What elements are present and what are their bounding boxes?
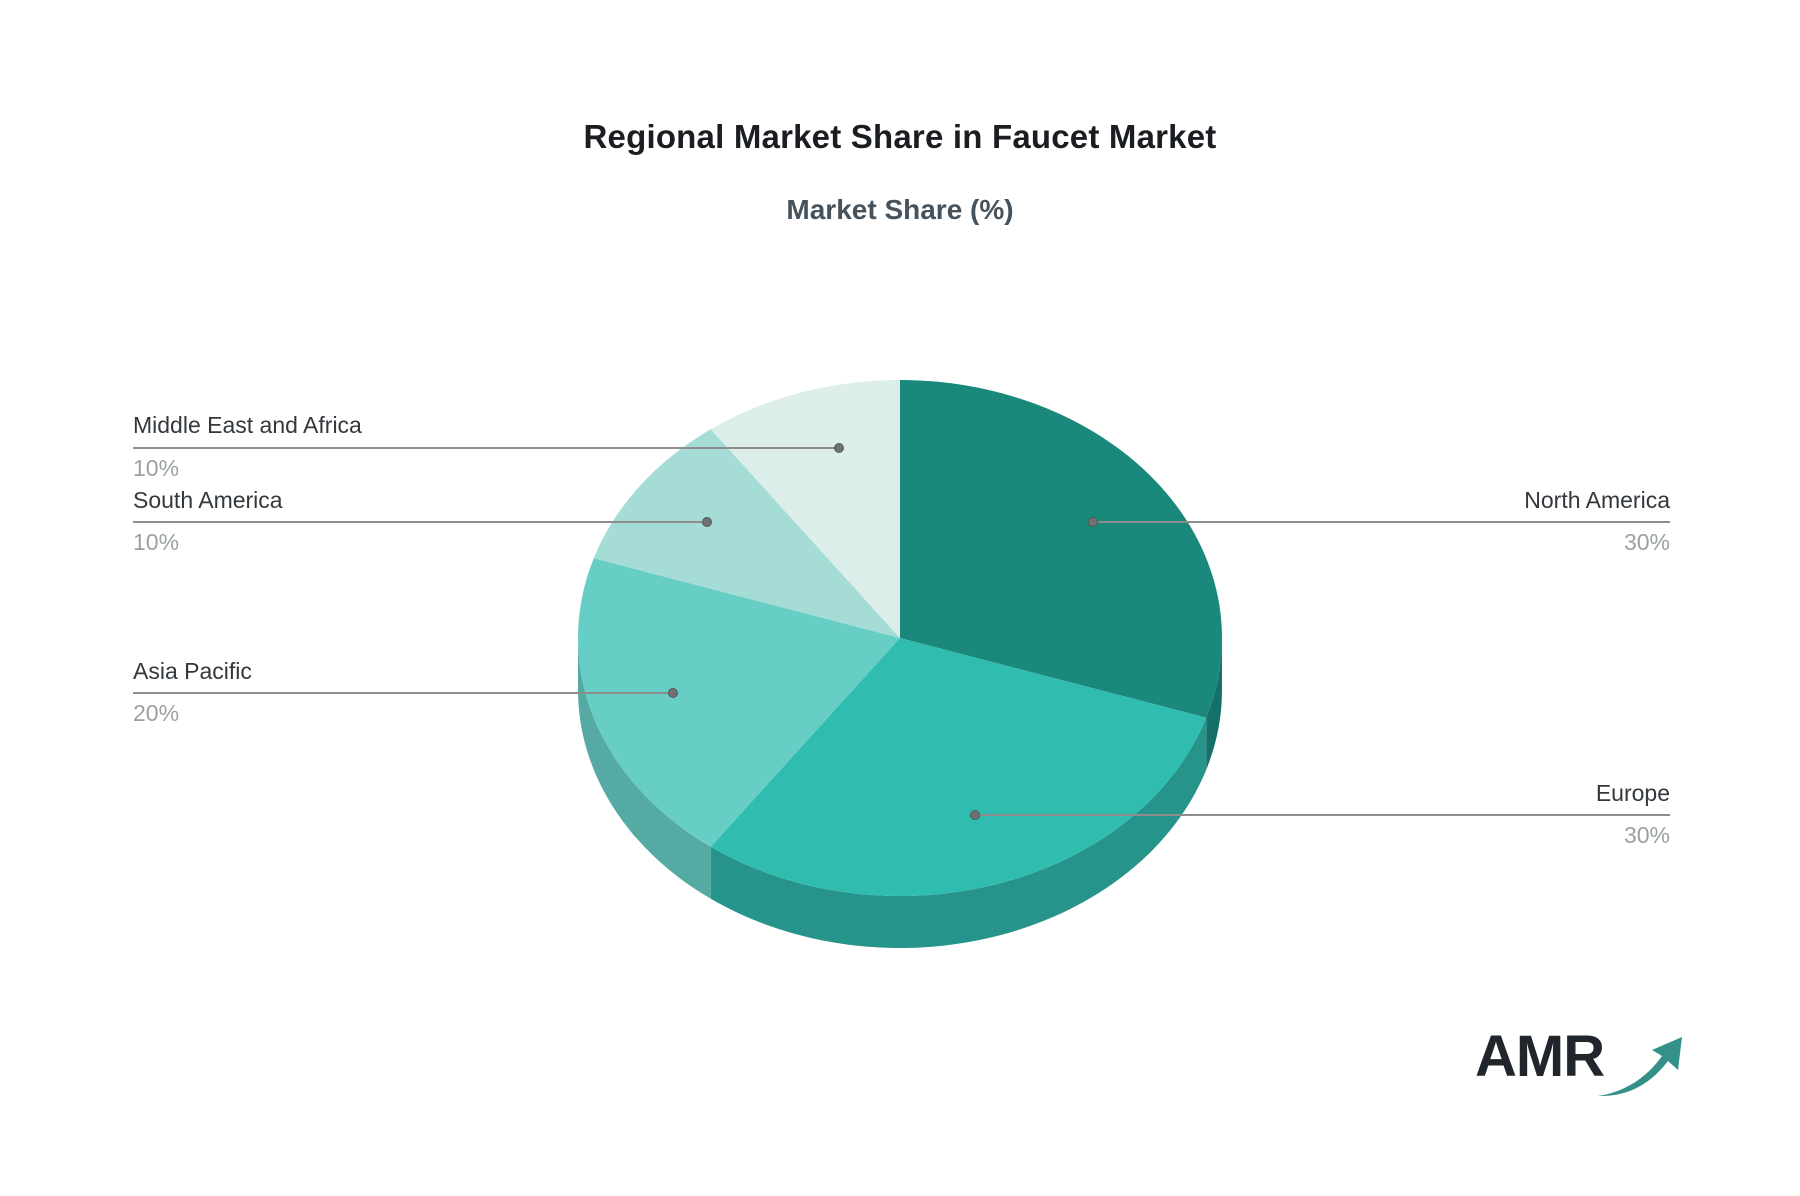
pie-slice-north-america[interactable] xyxy=(900,380,1222,718)
amr-logo-text: AMR xyxy=(1475,1024,1605,1089)
slice-value-south-america: 10% xyxy=(133,529,180,555)
pie-slice-side-europe xyxy=(710,717,1207,949)
slice-value-asia-pacific: 20% xyxy=(133,700,180,726)
amr-logo: AMR xyxy=(1475,1026,1684,1102)
pie-slice-europe[interactable] xyxy=(710,638,1207,897)
slice-label-asia-pacific: Asia Pacific xyxy=(133,658,252,684)
pie-slice-asia-pacific[interactable] xyxy=(578,558,900,847)
slice-value-middle-east-and-africa: 10% xyxy=(133,455,180,481)
callout-dot-middle-east-and-africa xyxy=(834,443,844,453)
slice-label-north-america: North America xyxy=(1524,487,1670,513)
slice-value-north-america: 30% xyxy=(1623,529,1670,555)
pie-slice-side-asia-pacific xyxy=(578,638,711,899)
pie-slice-south-america[interactable] xyxy=(593,429,900,638)
callout-dot-north-america xyxy=(1088,517,1098,527)
callout-dot-asia-pacific xyxy=(668,688,678,698)
chart-subtitle: Market Share (%) xyxy=(786,194,1014,225)
callout-dot-south-america xyxy=(702,517,712,527)
slice-label-middle-east-and-africa: Middle East and Africa xyxy=(133,412,362,438)
chart-title: Regional Market Share in Faucet Market xyxy=(583,118,1217,155)
callout-dot-europe xyxy=(970,810,980,820)
slice-label-europe: Europe xyxy=(1595,780,1670,806)
pie-slice-middle-east-and-africa[interactable] xyxy=(710,380,900,638)
amr-logo-arrow-icon xyxy=(1598,1037,1683,1097)
slice-label-south-america: South America xyxy=(133,487,283,513)
slice-value-europe: 30% xyxy=(1623,822,1670,848)
pie-slice-side-north-america xyxy=(1206,638,1222,770)
